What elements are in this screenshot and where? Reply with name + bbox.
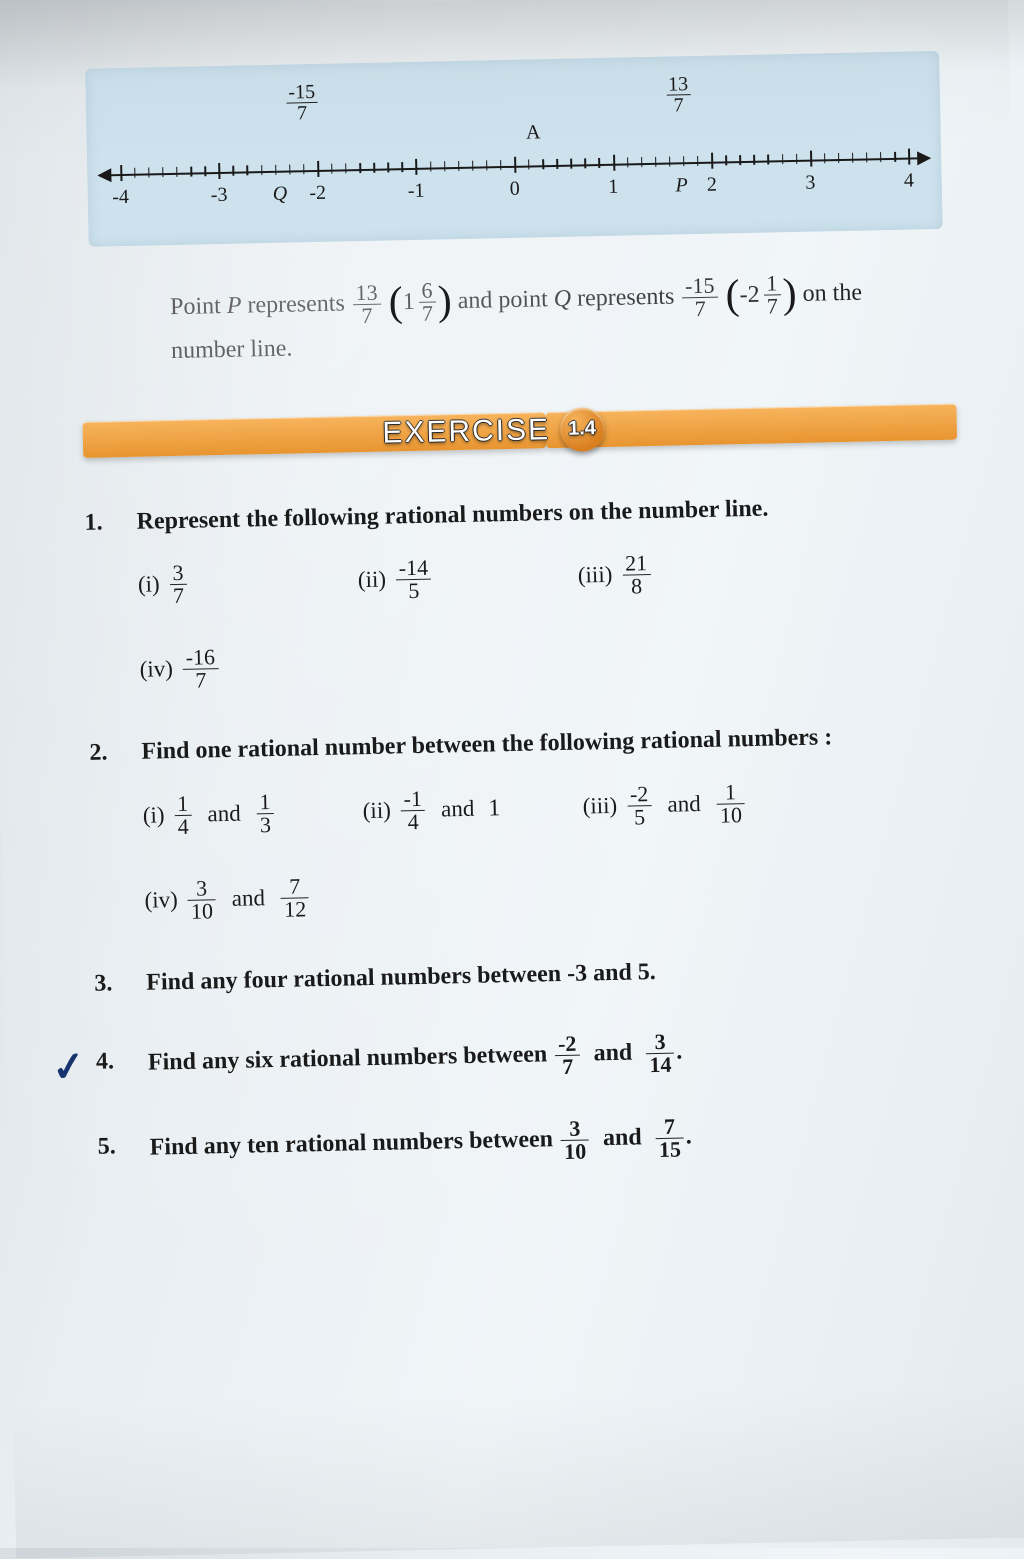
text: represents [241, 290, 351, 318]
questions-list: Represent the following rational numbers… [84, 485, 972, 1172]
fraction: 13 [256, 791, 274, 836]
option: (i) 37 [138, 559, 319, 608]
tick-label: -2 [309, 182, 326, 205]
question: ✓Find any six rational numbers between -… [96, 1025, 971, 1088]
exercise-number: 1.4 [560, 407, 605, 452]
point-description: Point P represents 137 (167) and point Q… [170, 269, 936, 372]
number-line-panel: -157 137 A -4 -3 -2 -1 0 1 2 3 4 Q P [85, 51, 943, 247]
checkmark-icon: ✓ [48, 1034, 89, 1102]
mixed-1-6-7: 167 [402, 279, 438, 325]
fraction: 314 [646, 1031, 675, 1077]
numberline-fraction: 137 [666, 74, 691, 115]
fraction: -145 [396, 557, 432, 603]
point-label: Q [272, 183, 287, 206]
tick-label: 1 [608, 176, 618, 199]
option: (ii) -14 and 1 [362, 785, 543, 834]
tick-label: 3 [805, 172, 815, 195]
option: (iv) -167 [139, 644, 320, 693]
fraction: 110 [716, 781, 745, 827]
tick-label: -4 [112, 186, 129, 209]
fraction: 37 [169, 562, 187, 607]
options-row: (i) 37 (ii) -145 (iii) 218 (iv) -167 [138, 546, 963, 693]
options-row: (i) 14 and 13 (ii) -14 and 1 (iii) -25 and… [142, 776, 967, 923]
fraction: -14 [400, 787, 425, 832]
question-stem: Find any six rational numbers between -2… [148, 1039, 683, 1076]
option: (iii) -25 and 110 [582, 780, 763, 829]
mixed-neg2-1-7: -217 [739, 272, 783, 318]
tick-label: 0 [510, 178, 520, 201]
question-stem: Represent the following rational numbers… [136, 495, 768, 534]
text: and point [457, 286, 554, 314]
numberline-letter: A [526, 121, 541, 144]
fraction: 310 [187, 877, 216, 923]
option: (iv) 310 and 712 [144, 875, 325, 924]
question-stem: Find any ten rational numbers between 31… [149, 1123, 691, 1160]
fraction: -27 [555, 1033, 580, 1078]
text: Point [170, 293, 227, 320]
fraction: 712 [281, 875, 310, 921]
var-p: P [227, 293, 242, 319]
exercise-label: EXERCISE [382, 413, 550, 451]
exercise-banner: EXERCISE 1.4 [82, 395, 957, 465]
fraction-neg15-7: -157 [682, 275, 718, 321]
question: Find any ten rational numbers between 31… [97, 1110, 972, 1173]
point-label: P [675, 174, 688, 197]
fraction: 715 [655, 1116, 684, 1162]
question: Find one rational number between the fol… [89, 716, 967, 925]
numberline-fraction: -157 [286, 82, 318, 124]
option: (i) 14 and 13 [142, 790, 323, 839]
tick-label: 2 [707, 174, 717, 197]
option: (iii) 218 [577, 550, 758, 599]
fraction-13-7: 137 [352, 282, 381, 328]
tick-label: -1 [408, 180, 425, 203]
question: Represent the following rational numbers… [84, 485, 962, 694]
fraction: -25 [627, 783, 652, 828]
text: represents [571, 283, 681, 311]
question-stem: Find one rational number between the fol… [141, 725, 832, 765]
fraction: 14 [174, 792, 192, 837]
option: (ii) -145 [357, 555, 538, 604]
var-q: Q [553, 286, 571, 312]
tick-label: -3 [211, 184, 228, 207]
fraction: 310 [561, 1118, 590, 1164]
tick-label: 4 [904, 169, 914, 192]
fraction: 218 [622, 552, 651, 598]
question: Find any four rational numbers between -… [94, 946, 969, 1003]
question-stem: Find any four rational numbers between -… [146, 959, 656, 996]
fraction: -167 [182, 646, 218, 692]
